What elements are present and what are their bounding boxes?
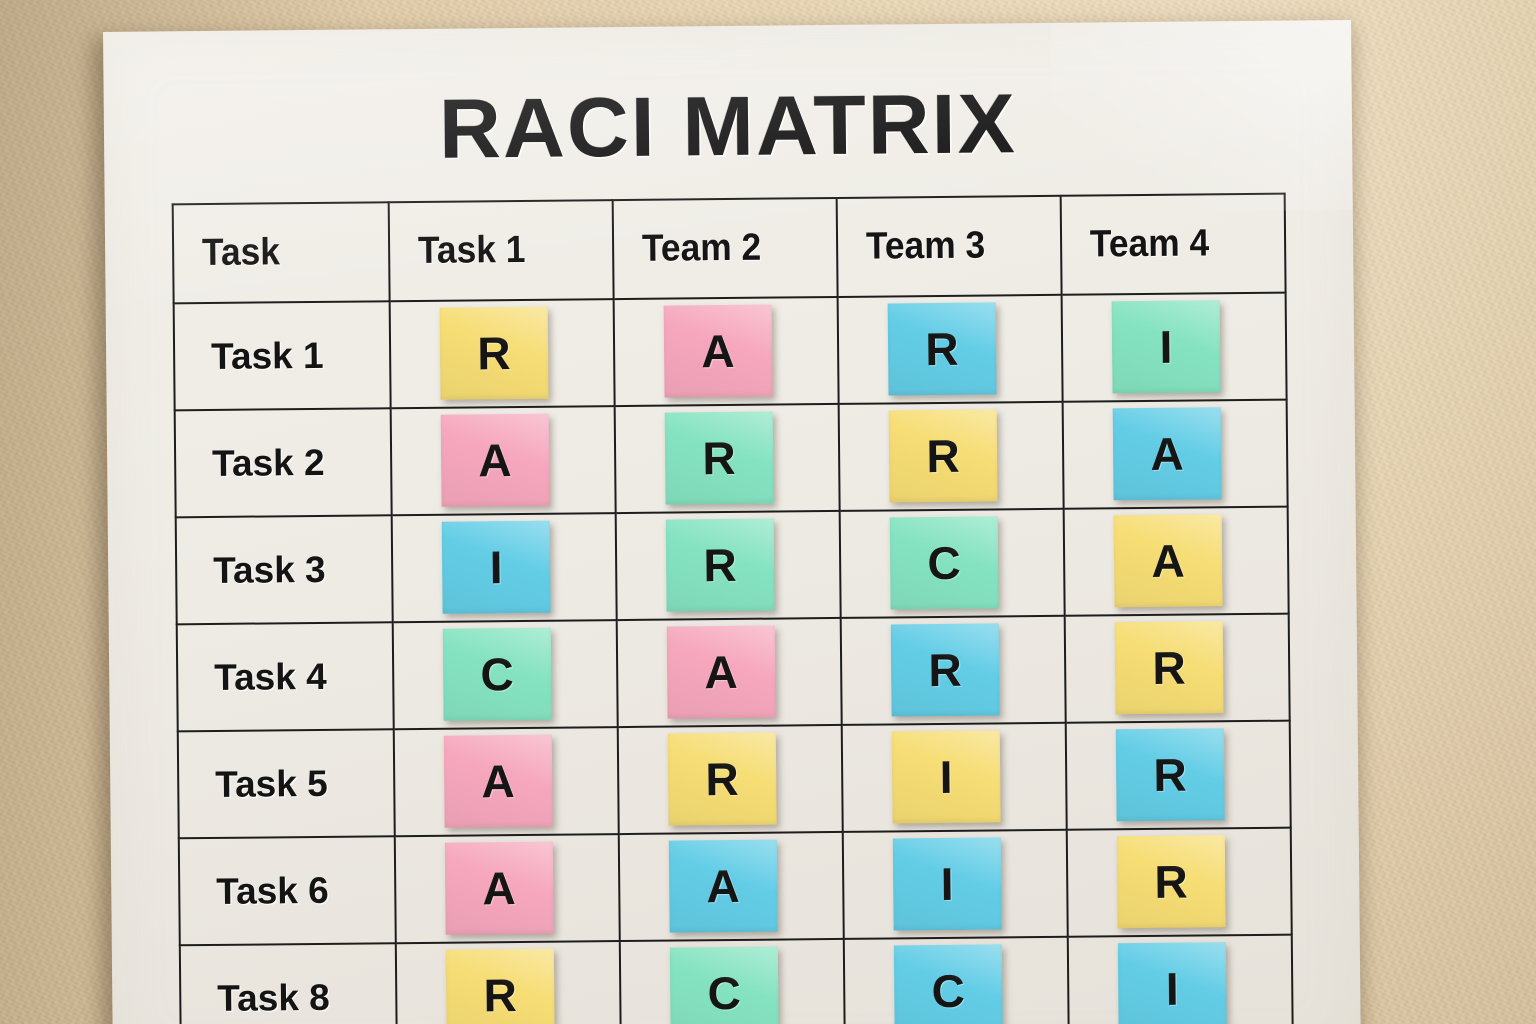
sticky-note[interactable]: C bbox=[442, 627, 552, 721]
sticky-note[interactable]: A bbox=[1112, 407, 1222, 501]
matrix-cell: R bbox=[614, 403, 840, 514]
sticky-note[interactable]: C bbox=[889, 516, 999, 610]
sticky-note[interactable]: A bbox=[443, 734, 553, 828]
sticky-note[interactable]: C bbox=[669, 946, 779, 1024]
table-row: Task 2 A R R A bbox=[174, 399, 1288, 518]
row-label: Task 3 bbox=[175, 515, 393, 625]
sticky-note[interactable]: R bbox=[665, 518, 775, 612]
sticky-note[interactable]: A bbox=[1113, 514, 1223, 608]
matrix-cell: A bbox=[613, 296, 839, 407]
matrix-cell: A bbox=[393, 727, 619, 837]
column-header-team-3: Team 3 bbox=[836, 195, 1046, 297]
matrix-cell: I bbox=[1067, 934, 1293, 1024]
matrix-cell: R bbox=[837, 294, 1063, 404]
sticky-note[interactable]: A bbox=[666, 625, 776, 719]
sticky-note[interactable]: R bbox=[888, 409, 998, 503]
sticky-note[interactable]: I bbox=[441, 520, 551, 614]
sticky-note[interactable]: R bbox=[887, 302, 997, 396]
sticky-note[interactable]: I bbox=[1117, 942, 1227, 1024]
row-label: Task 2 bbox=[174, 408, 392, 518]
column-header-task: Task bbox=[172, 202, 375, 304]
matrix-cell: R bbox=[617, 724, 843, 835]
row-label: Task 8 bbox=[179, 943, 397, 1024]
table-body: Task 1 R A R I Task 2 A R R A Task 3 I R bbox=[173, 292, 1293, 1024]
column-header-team-2: Team 2 bbox=[612, 198, 822, 300]
sticky-note[interactable]: R bbox=[1116, 835, 1226, 929]
matrix-cell: A bbox=[616, 617, 842, 728]
matrix-cell: R bbox=[395, 941, 621, 1024]
sticky-note[interactable]: C bbox=[893, 944, 1003, 1024]
matrix-cell: C bbox=[843, 936, 1069, 1024]
table-row: Task 8 R C C I bbox=[179, 934, 1293, 1024]
raci-matrix-table: Task Task 1 Team 2 Team 3 Team 4 Task 1 … bbox=[172, 193, 1294, 1024]
matrix-cell: A bbox=[1062, 399, 1288, 509]
table-row: Task 3 I R C A bbox=[175, 506, 1289, 625]
sticky-note[interactable]: R bbox=[445, 948, 555, 1024]
table-row: Task 4 C A R R bbox=[176, 613, 1290, 732]
column-header-team-4: Team 4 bbox=[1060, 193, 1270, 295]
sticky-note[interactable]: I bbox=[892, 837, 1002, 931]
table-header-row: Task Task 1 Team 2 Team 3 Team 4 bbox=[172, 193, 1286, 304]
matrix-cell: C bbox=[839, 508, 1065, 618]
matrix-cell: R bbox=[615, 510, 841, 621]
sticky-note[interactable]: A bbox=[440, 413, 550, 507]
row-label: Task 6 bbox=[178, 836, 396, 946]
matrix-cell: I bbox=[841, 722, 1067, 832]
column-header-task-1: Task 1 bbox=[388, 200, 598, 302]
matrix-cell: R bbox=[389, 299, 615, 409]
matrix-cell: R bbox=[1066, 827, 1292, 937]
sticky-note[interactable]: R bbox=[1115, 728, 1225, 822]
matrix-cell: I bbox=[842, 829, 1068, 939]
matrix-cell: I bbox=[391, 513, 617, 623]
matrix-cell: C bbox=[392, 620, 618, 730]
sticky-note[interactable]: R bbox=[890, 623, 1000, 717]
table-row: Task 5 A R I R bbox=[177, 720, 1291, 839]
row-label: Task 5 bbox=[177, 729, 395, 839]
matrix-cell: A bbox=[394, 834, 620, 944]
sticky-note[interactable]: A bbox=[444, 841, 554, 935]
raci-poster: RACI MATRIX Task Task 1 Team 2 Team 3 Te… bbox=[93, 20, 1362, 1024]
sticky-note[interactable]: I bbox=[891, 730, 1001, 824]
sticky-note[interactable]: R bbox=[664, 411, 774, 505]
matrix-cell: R bbox=[1065, 720, 1291, 830]
sticky-note[interactable]: R bbox=[1114, 621, 1224, 715]
row-label: Task 1 bbox=[173, 301, 391, 411]
row-label: Task 4 bbox=[176, 622, 394, 732]
matrix-cell: R bbox=[1064, 613, 1290, 723]
matrix-cell: A bbox=[1063, 506, 1289, 616]
sticky-note[interactable]: I bbox=[1111, 300, 1221, 394]
matrix-cell: A bbox=[618, 831, 844, 942]
matrix-cell: R bbox=[838, 401, 1064, 511]
matrix-cell: I bbox=[1061, 292, 1287, 402]
sticky-note[interactable]: A bbox=[668, 839, 778, 933]
matrix-cell: A bbox=[390, 406, 616, 516]
matrix-cell: C bbox=[619, 938, 845, 1024]
sticky-note[interactable]: R bbox=[439, 306, 549, 400]
sticky-note[interactable]: R bbox=[667, 732, 777, 826]
table-row: Task 6 A A I R bbox=[178, 827, 1292, 946]
matrix-cell: R bbox=[840, 615, 1066, 725]
page-title: RACI MATRIX bbox=[438, 76, 1018, 176]
sticky-note[interactable]: A bbox=[663, 304, 773, 398]
table-row: Task 1 R A R I bbox=[173, 292, 1287, 411]
